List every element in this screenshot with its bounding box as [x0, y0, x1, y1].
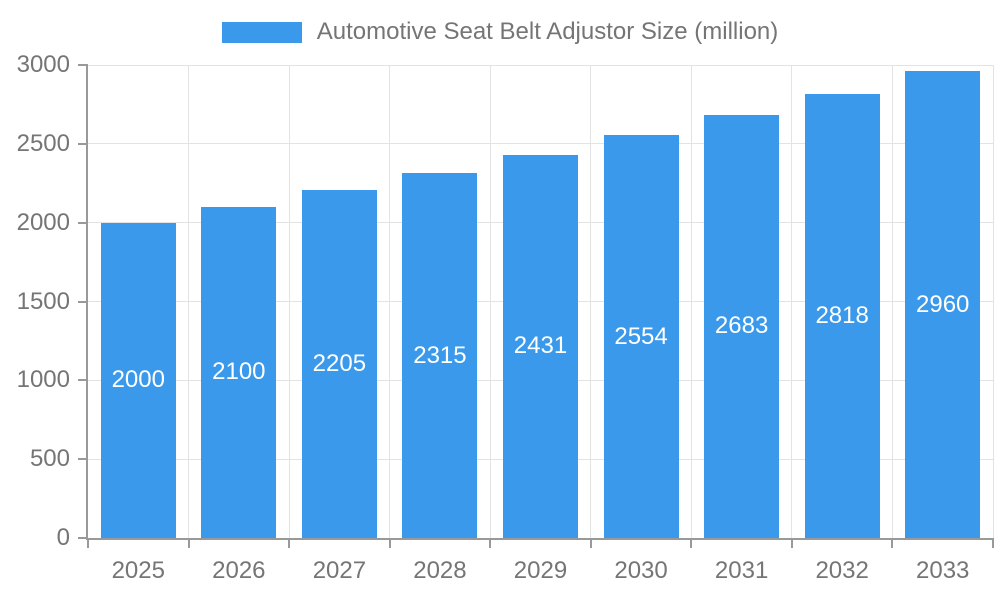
legend: Automotive Seat Belt Adjustor Size (mill…: [0, 18, 1000, 46]
y-tick-mark: [78, 300, 88, 303]
gridline-vertical: [992, 65, 994, 538]
y-tick-mark: [78, 379, 88, 382]
gridline-horizontal: [88, 143, 993, 145]
gridline-vertical: [590, 65, 592, 538]
x-tick-label: 2027: [312, 557, 367, 584]
legend-swatch: [221, 21, 302, 43]
gridline-vertical: [791, 65, 793, 538]
x-tick-label: 2032: [815, 557, 869, 584]
bar: [704, 114, 780, 538]
y-tick-label: 3000: [16, 51, 70, 78]
gridline-vertical: [489, 65, 491, 538]
bar: [100, 222, 176, 538]
bar: [503, 154, 578, 538]
x-tick-mark: [992, 538, 994, 548]
bar-value-label: 2205: [312, 350, 367, 378]
bar-value-label: 2431: [513, 332, 568, 360]
x-tick-mark: [288, 538, 291, 548]
x-tick-mark: [87, 538, 89, 548]
y-tick-label: 2500: [16, 129, 70, 157]
y-axis-line: [86, 65, 88, 538]
gridline-vertical: [188, 65, 190, 538]
y-tick-label: 0: [56, 524, 70, 551]
bar: [402, 173, 478, 538]
y-tick-label: 1000: [16, 366, 70, 394]
x-axis-line: [86, 538, 993, 540]
y-tick-label: 2000: [16, 208, 70, 236]
x-tick-label: 2030: [614, 557, 668, 584]
legend-label: Automotive Seat Belt Adjustor Size (mill…: [316, 18, 779, 45]
bar: [201, 206, 277, 538]
x-tick-label: 2026: [212, 557, 266, 584]
bar: [804, 93, 880, 538]
bar: [603, 135, 679, 538]
bar-value-label: 2683: [714, 312, 769, 340]
y-tick-mark: [78, 221, 88, 224]
bar-value-label: 2960: [916, 290, 970, 318]
x-tick-mark: [489, 538, 492, 548]
x-tick-mark: [187, 538, 190, 548]
y-tick-label: 1500: [16, 287, 70, 315]
x-tick-label: 2025: [111, 557, 165, 584]
x-tick-mark: [589, 538, 592, 548]
y-tick-label: 500: [29, 445, 70, 473]
y-tick-mark: [78, 537, 88, 539]
x-tick-mark: [891, 538, 894, 548]
gridline-vertical: [891, 65, 893, 538]
bar: [905, 71, 981, 538]
x-tick-mark: [690, 538, 693, 548]
bar: [301, 190, 377, 538]
bar-value-label: 2100: [212, 358, 266, 386]
x-tick-label: 2029: [513, 557, 568, 584]
gridline-vertical: [389, 65, 391, 538]
x-tick-label: 2031: [714, 557, 769, 584]
y-tick-mark: [78, 458, 88, 461]
y-tick-mark: [78, 142, 88, 145]
bar-value-label: 2000: [111, 366, 165, 394]
x-tick-label: 2033: [916, 557, 970, 584]
y-tick-mark: [78, 64, 88, 66]
x-tick-mark: [388, 538, 391, 548]
bar-value-label: 2818: [815, 301, 869, 329]
gridline-horizontal: [88, 64, 993, 66]
bar-value-label: 2554: [614, 322, 668, 350]
x-tick-label: 2028: [413, 557, 467, 584]
gridline-vertical: [690, 65, 692, 538]
bar-value-label: 2315: [413, 341, 467, 369]
x-tick-mark: [790, 538, 793, 548]
gridline-vertical: [288, 65, 290, 538]
